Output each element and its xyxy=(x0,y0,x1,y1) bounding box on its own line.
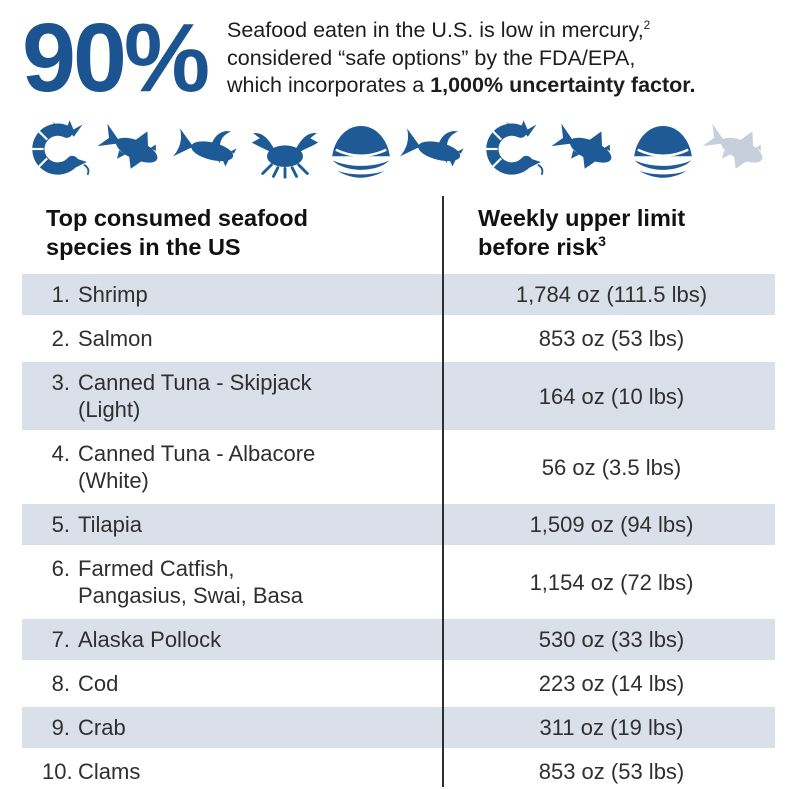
species-cell: 2. Salmon xyxy=(22,325,442,352)
stat-90-percent: 90% xyxy=(22,3,210,112)
row-species: Crab xyxy=(78,715,126,740)
hero-line2: considered “safe options” by the FDA/EPA… xyxy=(227,45,636,70)
table-row: 5. Tilapia 1,509 oz (94 lbs) xyxy=(22,504,775,548)
species-cell: 6. Farmed Catfish, Pangasius, Swai, Basa xyxy=(22,555,442,609)
footnote-ref-2: 2 xyxy=(643,17,651,32)
table-row: 4. Canned Tuna - Albacore (White) 56 oz (… xyxy=(22,433,775,504)
row-limit: 1,509 oz (94 lbs) xyxy=(529,512,694,537)
species-cell: 1. Shrimp xyxy=(22,281,442,308)
hero-line1: Seafood eaten in the U.S. is low in merc… xyxy=(227,18,644,42)
hero-line3-bold: 1,000% uncertainty factor. xyxy=(430,73,696,97)
seafood-table: Top consumed seafood species in the US We… xyxy=(22,196,775,789)
col1-header: Top consumed seafood species in the US xyxy=(46,205,308,260)
row-species: Clams xyxy=(78,759,141,784)
shrimp-icon xyxy=(22,115,94,183)
row-limit: 311 oz (19 lbs) xyxy=(539,715,684,740)
species-cell: 7. Alaska Pollock xyxy=(22,626,442,653)
clam-icon xyxy=(627,115,699,183)
table-row: 8. Cod 223 oz (14 lbs) xyxy=(22,663,775,707)
row-species: Cod xyxy=(78,671,119,696)
table-row: 6. Farmed Catfish, Pangasius, Swai, Basa … xyxy=(22,548,775,619)
hero-text: Seafood eaten in the U.S. is low in merc… xyxy=(227,10,695,100)
row-limit: 1,784 oz (111.5 lbs) xyxy=(515,282,708,307)
seafood-icon-row xyxy=(22,112,775,186)
row-number: 10. xyxy=(42,759,73,784)
row-number: 3. xyxy=(51,370,70,395)
row-limit: 1,154 oz (72 lbs) xyxy=(529,569,694,595)
salmon-icon xyxy=(551,115,624,183)
species-cell: 4. Canned Tuna - Albacore (White) xyxy=(22,440,442,494)
hero-line3: which incorporates a xyxy=(227,73,431,97)
salmon-icon xyxy=(702,115,775,183)
tuna-icon xyxy=(400,115,472,183)
table-row: 9. Crab 311 oz (19 lbs) xyxy=(22,707,775,751)
row-number: 4. xyxy=(51,441,70,466)
row-number: 7. xyxy=(51,627,70,652)
footnote-ref-3: 3 xyxy=(598,233,607,250)
row-species: Salmon xyxy=(78,326,153,351)
clam-icon xyxy=(325,115,397,183)
species-cell: 8. Cod xyxy=(22,670,442,697)
species-cell: 5. Tilapia xyxy=(22,511,442,538)
row-species: Canned Tuna - Skipjack (Light) xyxy=(78,370,312,422)
species-cell: 3. Canned Tuna - Skipjack (Light) xyxy=(22,369,442,423)
hero: 90% Seafood eaten in the U.S. is low in … xyxy=(22,3,775,112)
shrimp-icon xyxy=(476,115,548,183)
species-cell: 10. Clams xyxy=(22,758,442,785)
column-divider xyxy=(442,196,444,787)
table-row: 1. Shrimp 1,784 oz (111.5 lbs) xyxy=(22,274,775,318)
table-row: 2. Salmon 853 oz (53 lbs) xyxy=(22,318,775,362)
row-limit: 853 oz (53 lbs) xyxy=(538,759,685,784)
row-number: 1. xyxy=(51,282,70,307)
crab-icon xyxy=(249,115,321,183)
row-number: 6. xyxy=(51,556,70,581)
table-row: 3. Canned Tuna - Skipjack (Light) 164 oz … xyxy=(22,362,775,433)
row-species: Farmed Catfish, Pangasius, Swai, Basa xyxy=(78,556,304,608)
tuna-icon xyxy=(173,115,245,183)
row-limit: 223 oz (14 lbs) xyxy=(538,671,685,696)
table-row: 10. Clams 853 oz (53 lbs) xyxy=(22,751,775,789)
salmon-icon xyxy=(97,115,170,183)
table-row: 7. Alaska Pollock 530 oz (33 lbs) xyxy=(22,619,775,663)
row-species: Tilapia xyxy=(78,512,142,537)
row-species: Shrimp xyxy=(78,282,148,307)
row-number: 5. xyxy=(51,512,70,537)
row-number: 2. xyxy=(51,326,70,351)
row-limit: 530 oz (33 lbs) xyxy=(538,627,685,652)
row-limit: 164 oz (10 lbs) xyxy=(538,383,685,409)
row-number: 8. xyxy=(51,671,70,696)
row-species: Canned Tuna - Albacore (White) xyxy=(78,441,316,493)
seafood-table-body: 1. Shrimp 1,784 oz (111.5 lbs) 2. Salmon… xyxy=(22,274,775,789)
col2-header: Weekly upper limit before risk3 xyxy=(478,205,686,260)
table-header-row: Top consumed seafood species in the US We… xyxy=(22,196,775,274)
species-cell: 9. Crab xyxy=(22,714,442,741)
row-limit: 56 oz (3.5 lbs) xyxy=(541,454,682,480)
row-species: Alaska Pollock xyxy=(78,627,222,652)
row-limit: 853 oz (53 lbs) xyxy=(538,326,685,351)
row-number: 9. xyxy=(51,715,70,740)
